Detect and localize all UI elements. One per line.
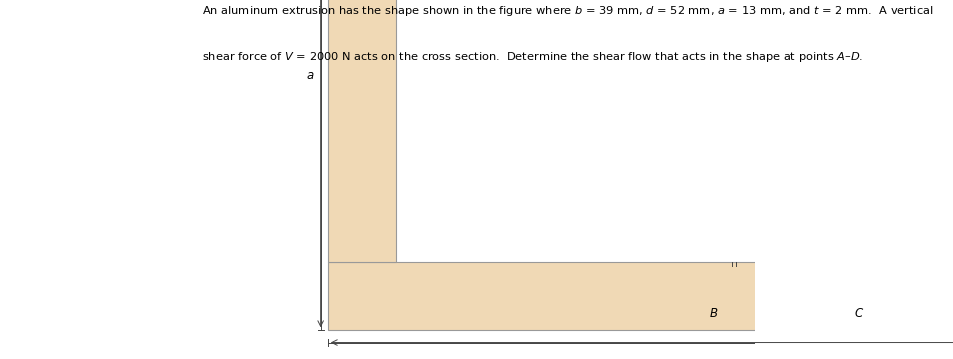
Bar xyxy=(328,0,395,262)
Text: An aluminum extrusion has the shape shown in the figure where $b$ = 39 mm, $d$ =: An aluminum extrusion has the shape show… xyxy=(202,4,933,18)
Bar xyxy=(328,262,953,330)
Text: $C$: $C$ xyxy=(853,307,863,320)
Bar xyxy=(836,195,953,262)
Text: shear force of $V$ = 2000 N acts on the cross section.  Determine the shear flow: shear force of $V$ = 2000 N acts on the … xyxy=(202,50,862,64)
Text: $a$: $a$ xyxy=(306,69,314,82)
Text: $B$: $B$ xyxy=(708,307,718,320)
Bar xyxy=(768,0,836,330)
